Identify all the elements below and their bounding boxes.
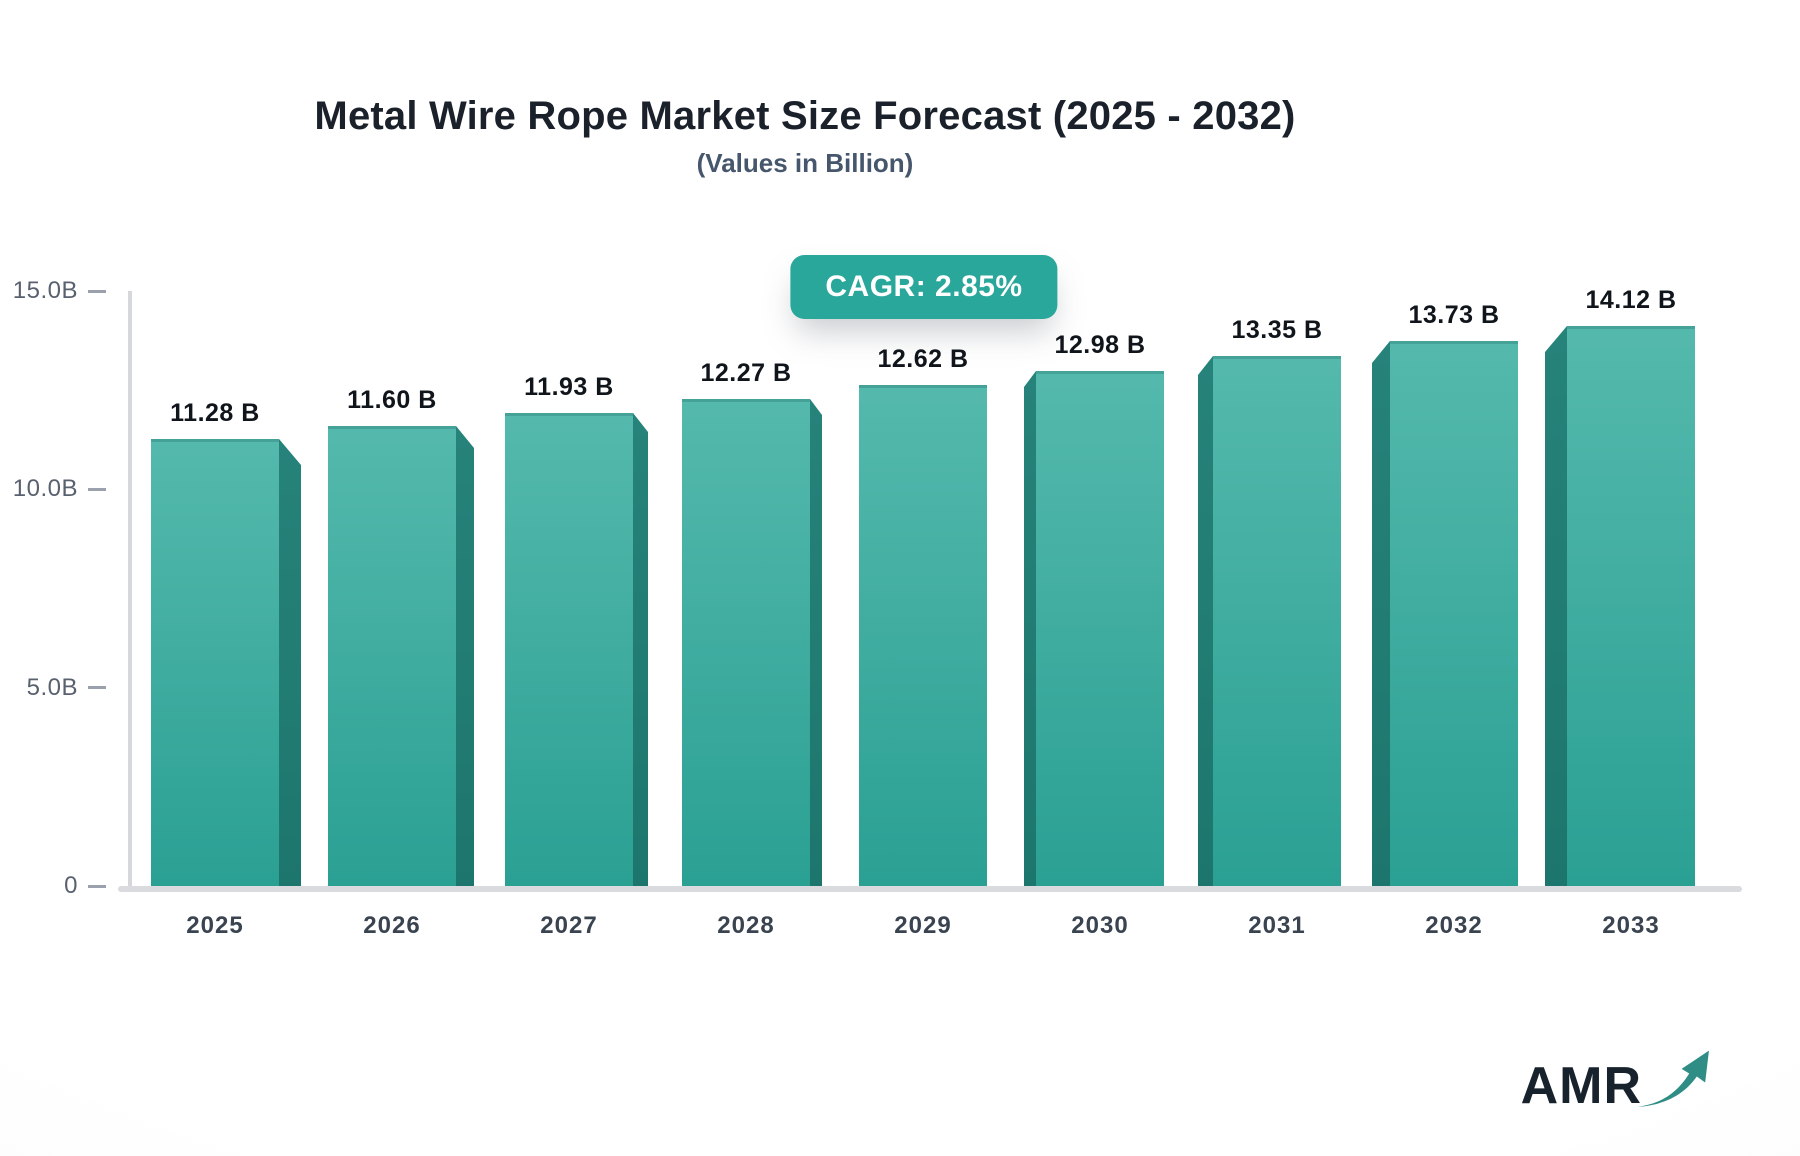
bar-side-face [1024,371,1036,886]
bar-front-face [1036,371,1164,886]
y-tick-mark [88,289,106,293]
growth-arrow-icon [1637,1050,1709,1107]
bar-value-label: 13.73 B [1408,301,1500,329]
bar-2029 [859,385,987,886]
bar-side-face [456,426,474,886]
y-tick-label: 0 [64,872,78,899]
bar-value-label: 12.27 B [700,359,792,387]
x-axis-label-2031: 2031 [1248,912,1306,939]
bar-front-face [859,385,987,886]
bar-side-face [1198,356,1213,886]
bar-value-label: 12.62 B [877,345,969,373]
bar-front-face [505,413,633,886]
y-tick-mark [88,884,106,888]
bar-2025 [151,439,301,886]
x-axis-baseline [118,886,1742,892]
y-tick-label: 15.0B [12,277,78,304]
bar-value-label: 11.28 B [170,399,260,427]
x-axis-label-2027: 2027 [540,912,598,939]
chart-title: Metal Wire Rope Market Size Forecast (20… [314,94,1296,138]
y-axis-line [128,291,132,886]
bar-value-label: 11.60 B [347,386,437,414]
y-tick-label: 10.0B [12,475,78,503]
bar-value-label: 14.12 B [1585,286,1677,314]
y-tick-label: 5.0B [26,673,78,701]
bar-side-face [810,399,822,886]
bar-front-face [1213,356,1341,886]
x-axis-label-2025: 2025 [186,912,244,939]
bar-2030 [1024,371,1164,886]
x-axis-label-2032: 2032 [1425,912,1483,939]
y-tick-mark [88,686,106,690]
bar-front-face [151,439,279,886]
chart-subtitle: (Values in Billion) [696,148,914,178]
x-axis-label-2033: 2033 [1602,912,1660,939]
bar-value-label: 13.35 B [1231,316,1323,344]
bar-front-face [1567,326,1695,886]
bar-front-face [1390,341,1518,886]
bar-front-face [682,399,810,886]
bar-side-face [279,439,301,886]
x-axis-label-2030: 2030 [1071,912,1129,939]
bar-2026 [328,426,474,886]
bar-2031 [1198,356,1341,886]
x-axis-label-2028: 2028 [717,912,775,939]
bar-front-face [328,426,456,886]
x-axis-label-2026: 2026 [363,912,421,939]
bar-2033 [1545,326,1695,886]
brand-logo: AMR [1521,1046,1712,1112]
bar-side-face [1545,326,1567,886]
bar-side-face [633,413,648,886]
bar-2032 [1372,341,1518,886]
x-axis-label-2029: 2029 [894,912,952,939]
bar-value-label: 12.98 B [1054,331,1146,359]
bar-2028 [682,399,822,886]
cagr-badge: CAGR: 2.85% [790,255,1058,319]
bar-2027 [505,413,648,886]
y-tick-mark [88,487,106,491]
bar-value-label: 11.93 B [524,373,614,401]
brand-logo-text: AMR [1520,1057,1642,1115]
bar-side-face [1372,341,1390,886]
